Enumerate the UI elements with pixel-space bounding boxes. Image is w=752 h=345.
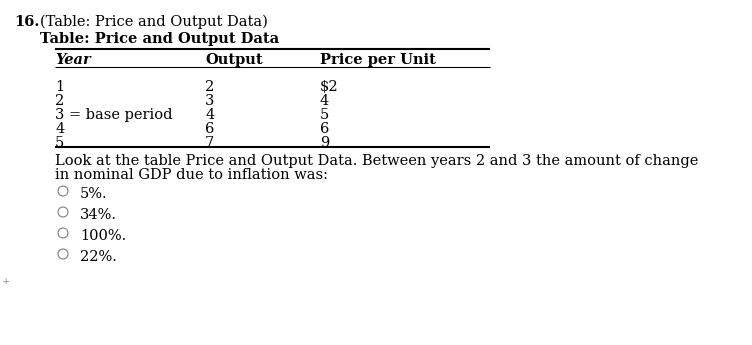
Text: (Table: Price and Output Data): (Table: Price and Output Data) <box>40 15 268 29</box>
Text: 2: 2 <box>55 94 64 108</box>
Text: 2: 2 <box>205 80 214 94</box>
Text: 5: 5 <box>320 108 329 122</box>
Text: Table: Price and Output Data: Table: Price and Output Data <box>40 32 279 46</box>
Text: 100%.: 100%. <box>80 229 126 243</box>
Text: 4: 4 <box>55 122 64 136</box>
Text: $2: $2 <box>320 80 338 94</box>
Text: 5: 5 <box>55 136 64 150</box>
Text: 6: 6 <box>320 122 329 136</box>
Text: Price per Unit: Price per Unit <box>320 53 436 67</box>
Text: 4: 4 <box>205 108 214 122</box>
Text: 9: 9 <box>320 136 329 150</box>
Text: 1: 1 <box>55 80 64 94</box>
Text: 5%.: 5%. <box>80 187 108 201</box>
Text: 16.: 16. <box>14 15 39 29</box>
Text: 22%.: 22%. <box>80 250 117 264</box>
Text: Output: Output <box>205 53 262 67</box>
Text: +: + <box>2 277 11 286</box>
Text: 4: 4 <box>320 94 329 108</box>
Text: Year: Year <box>55 53 91 67</box>
Text: 3 = base period: 3 = base period <box>55 108 172 122</box>
Text: in nominal GDP due to inflation was:: in nominal GDP due to inflation was: <box>55 168 328 182</box>
Text: 3: 3 <box>205 94 214 108</box>
Text: 7: 7 <box>205 136 214 150</box>
Text: 34%.: 34%. <box>80 208 117 222</box>
Text: 6: 6 <box>205 122 214 136</box>
Text: Look at the table Price and Output Data. Between years 2 and 3 the amount of cha: Look at the table Price and Output Data.… <box>55 154 699 168</box>
